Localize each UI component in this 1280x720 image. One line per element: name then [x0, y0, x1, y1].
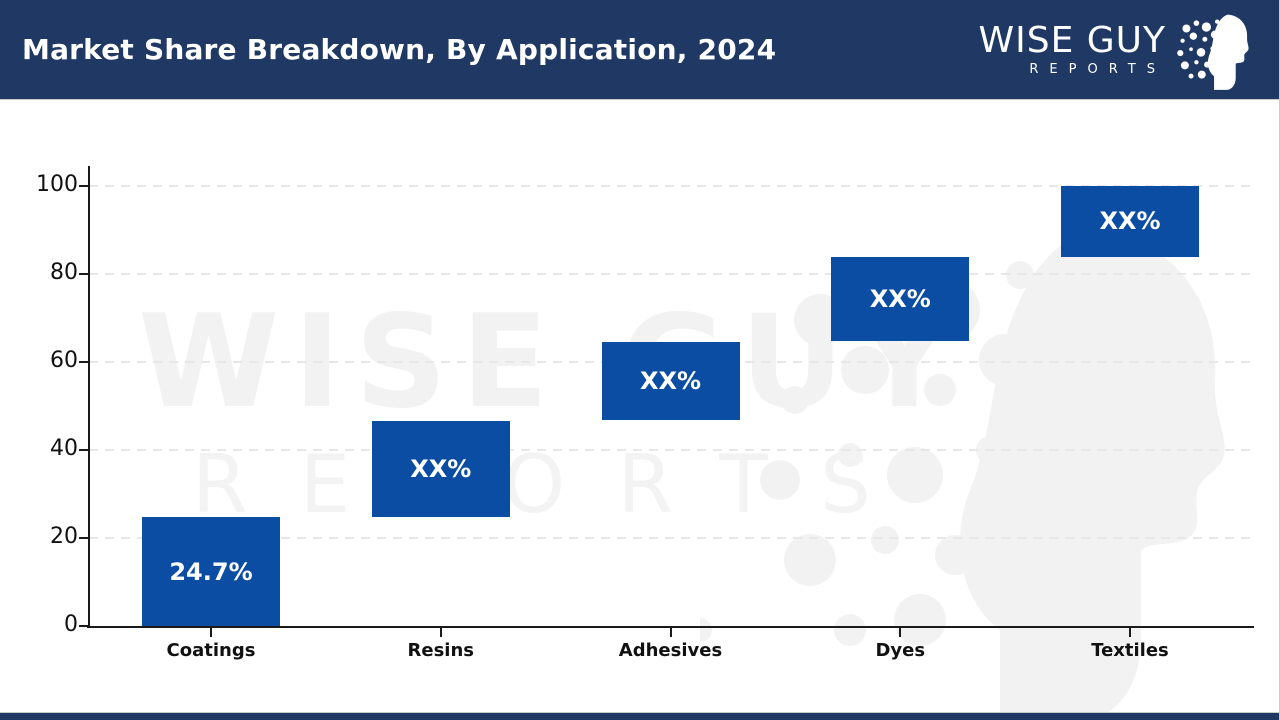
x-axis-tick-mark — [669, 628, 672, 637]
bar-adhesives: XX% — [601, 342, 740, 421]
x-axis-tick-mark — [210, 628, 212, 637]
bar-resins: XX% — [371, 420, 510, 518]
x-axis-category-label: Dyes — [875, 640, 926, 661]
bar-value-label: XX% — [639, 367, 702, 396]
y-axis-tick-mark — [79, 361, 88, 363]
gridline-y-40 — [89, 449, 1254, 451]
footer-divider — [0, 712, 1279, 713]
y-axis-tick-mark — [79, 185, 88, 187]
bar-value-label: 24.7% — [169, 557, 253, 586]
x-axis-spine — [87, 626, 1254, 628]
x-axis-category-label: Coatings — [166, 640, 256, 661]
brand-name: WISE GUY — [978, 19, 1166, 61]
bar-dyes: XX% — [831, 256, 970, 341]
y-axis-spine — [88, 166, 90, 628]
brand-head-icon — [1177, 14, 1249, 90]
y-axis-tick-mark — [79, 273, 88, 275]
y-axis-tick-label: 20 — [50, 524, 78, 549]
x-axis-tick-mark — [439, 628, 442, 637]
y-axis-tick-mark — [79, 625, 88, 627]
bar-value-label: XX% — [869, 284, 931, 313]
footer-bar — [0, 713, 1279, 720]
bar-value-label: XX% — [410, 454, 472, 483]
x-axis-category-label: Textiles — [1091, 640, 1169, 661]
y-axis-tick-label: 0 — [64, 612, 78, 637]
bar-value-label: XX% — [1099, 207, 1161, 236]
watermark-text-line2: REPORTS — [192, 438, 923, 531]
gridline-y-80 — [89, 273, 1254, 275]
x-axis-tick-mark — [1129, 628, 1131, 637]
brand-subtitle: REPORTS — [1029, 61, 1166, 77]
y-axis-tick-mark — [79, 449, 88, 451]
y-axis-tick-label: 80 — [50, 260, 78, 285]
y-axis-tick-mark — [79, 537, 88, 539]
y-axis-tick-label: 60 — [50, 348, 78, 373]
y-axis-tick-label: 100 — [36, 172, 78, 197]
bar-coatings: 24.7% — [142, 517, 280, 626]
x-axis-category-label: Resins — [407, 640, 474, 661]
bar-textiles: XX% — [1061, 186, 1199, 257]
gridline-y-100 — [89, 185, 1254, 187]
x-axis-category-label: Adhesives — [618, 640, 723, 661]
x-axis-tick-mark — [899, 628, 902, 637]
y-axis-tick-label: 40 — [50, 436, 78, 461]
gridline-y-20 — [89, 537, 1254, 539]
chart-title: Market Share Breakdown, By Application, … — [22, 33, 777, 66]
header: Market Share Breakdown, By Application, … — [0, 0, 1280, 100]
brand-logo: WISE GUY REPORTS — [979, 8, 1280, 92]
brand-logo-text: WISE GUY REPORTS — [978, 19, 1167, 77]
